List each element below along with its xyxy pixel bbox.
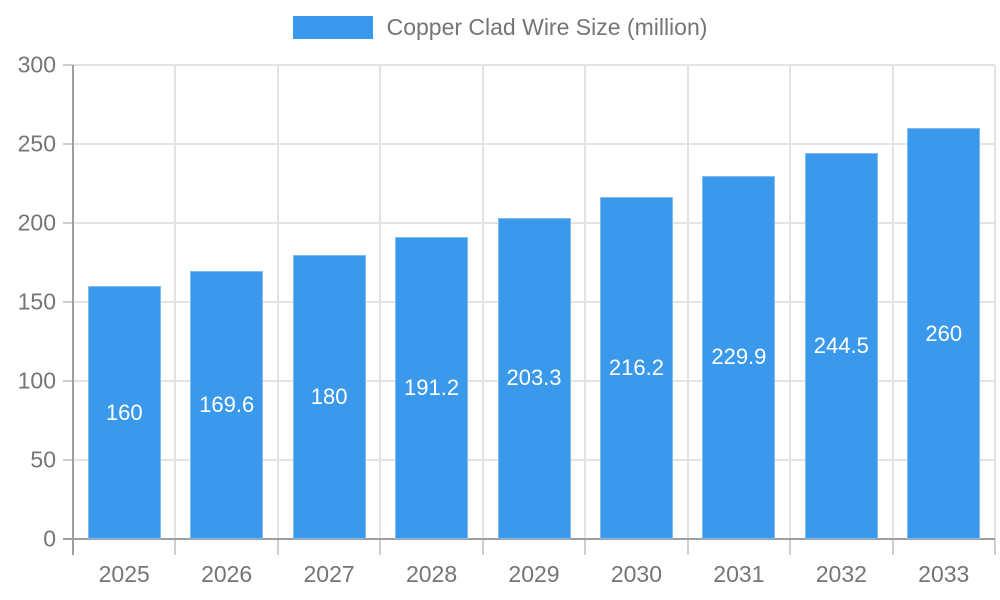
x-axis-tick bbox=[994, 539, 996, 555]
x-axis-tick bbox=[174, 539, 177, 555]
gridline-horizontal bbox=[73, 143, 995, 145]
x-axis-tick-label: 2033 bbox=[918, 561, 970, 587]
y-axis-tick bbox=[63, 222, 73, 224]
bar-value-label: 160 bbox=[105, 399, 143, 425]
legend-label[interactable]: Copper Clad Wire Size (million) bbox=[386, 14, 708, 40]
legend-swatch-icon[interactable] bbox=[292, 16, 373, 39]
x-axis-tick-label: 2032 bbox=[815, 561, 867, 587]
bar-value-label: 203.3 bbox=[506, 365, 562, 391]
x-axis-tick-label: 2026 bbox=[201, 561, 253, 587]
bar-2032[interactable]: 244.5 bbox=[804, 152, 878, 539]
gridline-vertical bbox=[686, 65, 689, 539]
x-axis-tick bbox=[584, 539, 587, 555]
bar-value-label: 260 bbox=[925, 320, 963, 346]
gridline-vertical bbox=[174, 65, 177, 539]
gridline-vertical bbox=[891, 65, 894, 539]
x-axis-tick-label: 2025 bbox=[98, 561, 150, 587]
gridline-vertical bbox=[994, 65, 996, 539]
bar-value-label: 169.6 bbox=[199, 392, 255, 417]
y-axis-tick-label: 300 bbox=[17, 51, 56, 78]
bar-2029[interactable]: 203.3 bbox=[497, 217, 571, 539]
x-axis-tick bbox=[481, 539, 484, 555]
x-axis-tick bbox=[379, 539, 382, 555]
y-axis-tick bbox=[63, 143, 73, 145]
bar-value-label: 180 bbox=[310, 383, 348, 409]
bar-2027[interactable]: 180 bbox=[292, 254, 366, 539]
bar-2025[interactable]: 160 bbox=[87, 286, 161, 539]
x-axis-tick-label: 2029 bbox=[508, 561, 560, 587]
x-axis-tick bbox=[276, 539, 279, 555]
x-axis-tick bbox=[891, 539, 894, 555]
gridline-vertical bbox=[276, 65, 279, 539]
x-axis-tick-label: 2027 bbox=[303, 561, 355, 587]
y-axis-tick-label: 0 bbox=[43, 525, 56, 552]
y-axis-tick-label: 200 bbox=[17, 209, 56, 236]
bar-2031[interactable]: 229.9 bbox=[702, 175, 776, 539]
y-axis-tick-label: 150 bbox=[17, 288, 56, 315]
x-axis-tick-label: 2030 bbox=[610, 561, 663, 587]
bar-2033[interactable]: 260 bbox=[907, 128, 981, 539]
bar-2028[interactable]: 191.2 bbox=[395, 236, 469, 539]
bar-value-label: 244.5 bbox=[813, 332, 869, 358]
bar-value-label: 229.9 bbox=[711, 344, 767, 370]
y-axis-tick-label: 100 bbox=[17, 367, 56, 394]
y-axis-tick bbox=[63, 64, 73, 66]
y-axis-tick-label: 250 bbox=[17, 130, 56, 157]
gridline-vertical bbox=[481, 65, 484, 539]
gridline-horizontal bbox=[73, 64, 995, 66]
bar-value-label: 216.2 bbox=[608, 355, 664, 381]
y-axis-tick bbox=[63, 301, 73, 303]
bar-value-label: 191.2 bbox=[404, 374, 460, 400]
y-axis-tick bbox=[63, 459, 73, 461]
x-axis-tick-label: 2028 bbox=[405, 561, 458, 587]
x-axis-line bbox=[63, 538, 995, 540]
x-axis-tick bbox=[686, 539, 689, 555]
x-axis-tick-label: 2031 bbox=[713, 561, 765, 587]
x-axis-tick bbox=[789, 539, 792, 555]
y-axis-tick bbox=[63, 380, 73, 382]
y-axis-line bbox=[72, 65, 74, 555]
bar-2026[interactable]: 169.6 bbox=[190, 271, 264, 539]
bar-2030[interactable]: 216.2 bbox=[599, 197, 673, 539]
y-axis-tick-label: 50 bbox=[30, 446, 56, 473]
gridline-vertical bbox=[379, 65, 382, 539]
gridline-vertical bbox=[584, 65, 587, 539]
gridline-vertical bbox=[789, 65, 792, 539]
chart-legend: Copper Clad Wire Size (million) bbox=[0, 14, 1000, 41]
